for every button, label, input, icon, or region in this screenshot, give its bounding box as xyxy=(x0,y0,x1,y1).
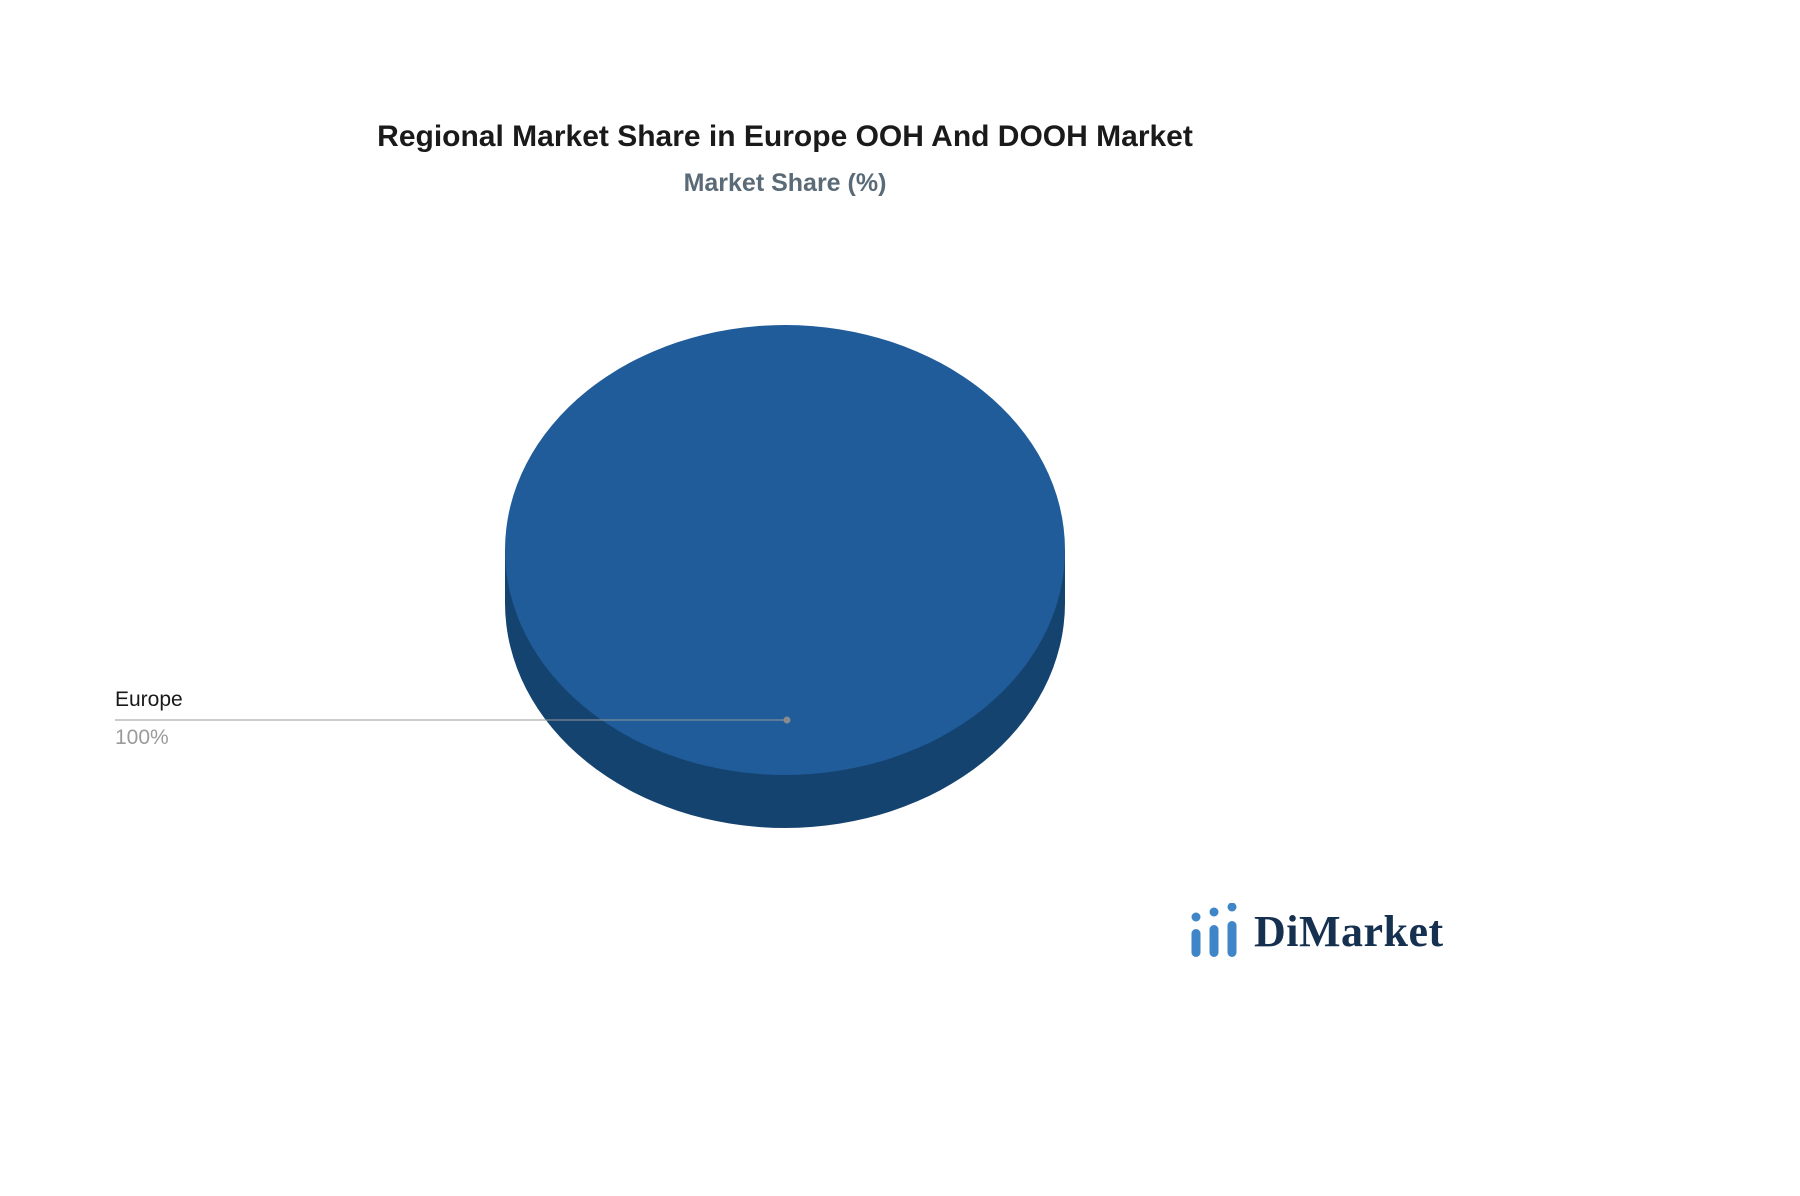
pie-slice-europe[interactable] xyxy=(505,325,1065,775)
dimarket-logo: DiMarket xyxy=(1188,903,1444,959)
chart-title: Regional Market Share in Europe OOH And … xyxy=(377,120,1193,153)
leader-dot xyxy=(783,716,791,724)
bar-chart-icon xyxy=(1191,903,1237,957)
slice-value-europe: 100% xyxy=(115,726,169,749)
slice-label-europe: Europe xyxy=(115,688,183,711)
logo-text: DiMarket xyxy=(1254,906,1444,956)
chart-subtitle: Market Share (%) xyxy=(683,169,887,197)
